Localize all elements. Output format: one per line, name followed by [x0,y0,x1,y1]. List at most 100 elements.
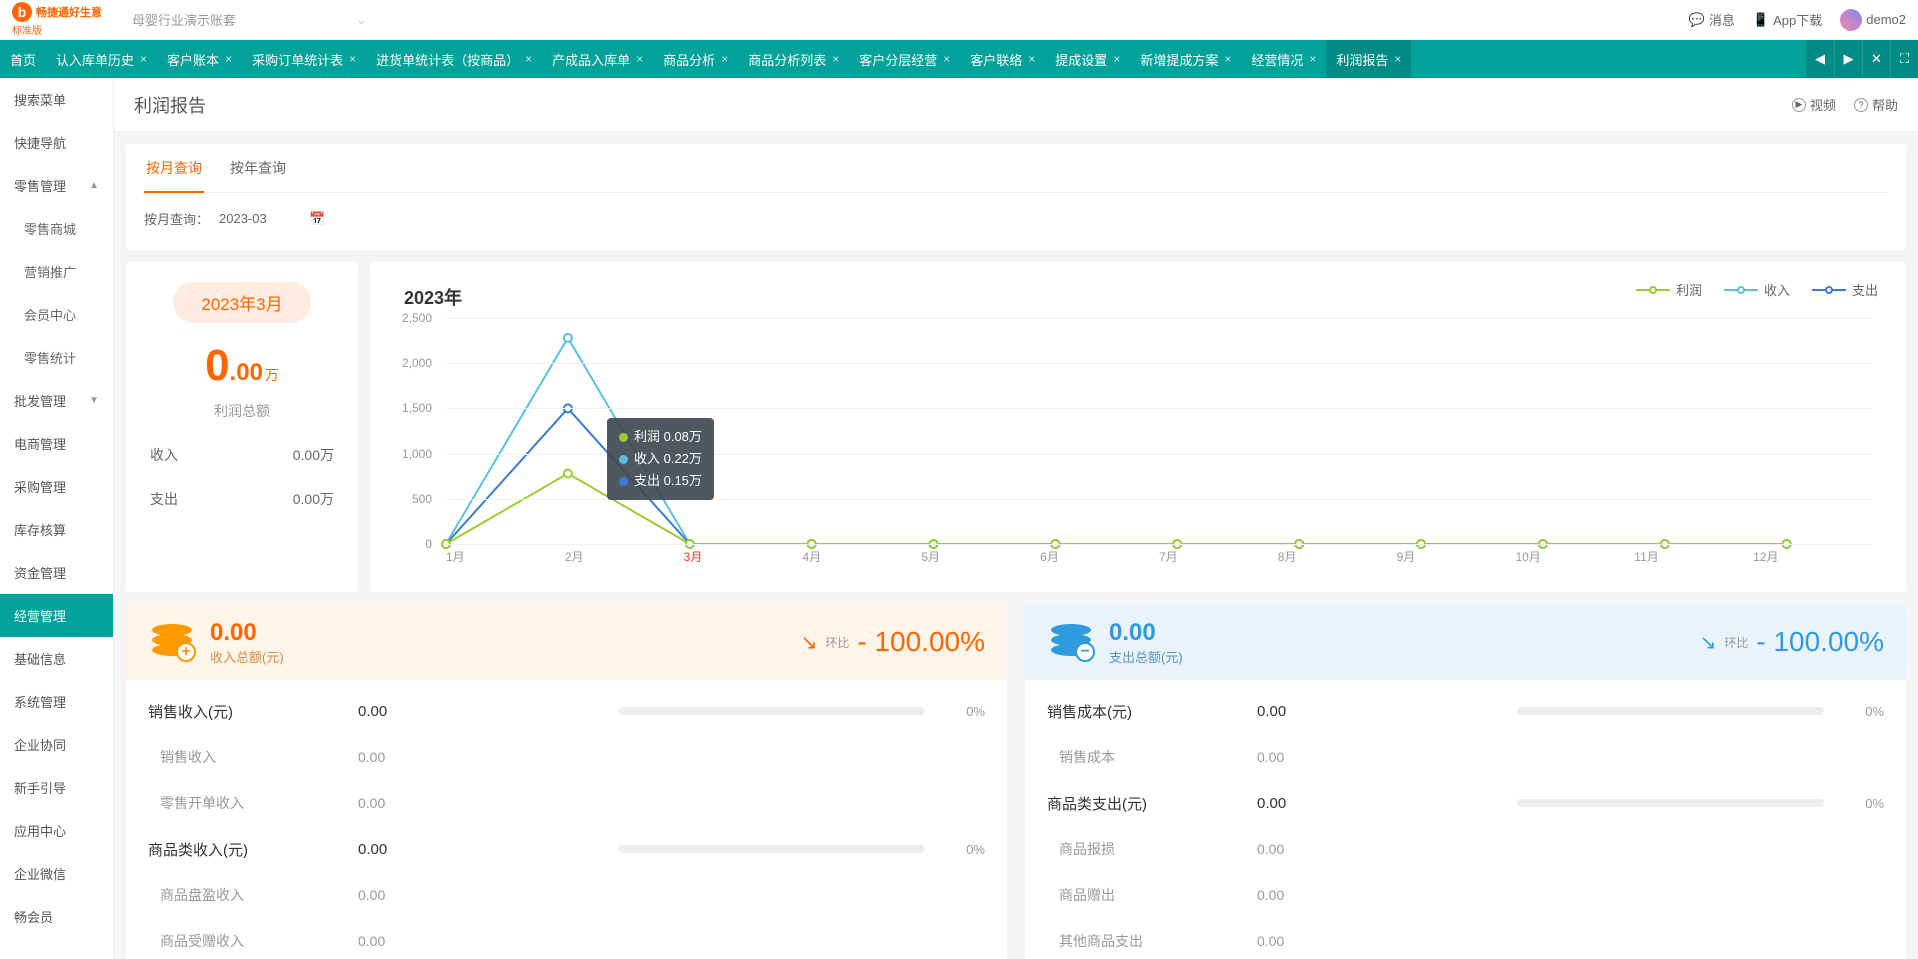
close-icon[interactable]: × [832,52,839,66]
tooltip-row: 支出 0.15万 [619,470,702,492]
sidebar-item[interactable]: 畅会员 [0,895,113,938]
sidebar-item[interactable]: 批发管理▼ [0,379,113,422]
close-icon[interactable]: × [721,52,728,66]
data-row: 商品报损 0.00 [1047,826,1884,872]
row-label: 销售收入(元) [148,701,358,722]
close-icon[interactable]: × [636,52,643,66]
sidebar-item[interactable]: 快捷导航 [0,121,113,164]
tab[interactable]: 客户分层经营× [849,40,960,78]
sidebar-item[interactable]: 电商管理 [0,422,113,465]
sidebar-item[interactable]: 企业微信 [0,852,113,895]
messages-label: 消息 [1709,10,1735,29]
sidebar-item[interactable]: 搜索菜单 [0,78,113,121]
data-point[interactable] [564,469,572,477]
profit-label: 利润总额 [144,401,340,421]
tab[interactable]: 商品分析列表× [738,40,849,78]
legend-item[interactable]: 支出 [1812,280,1878,299]
tab[interactable]: 产成品入库单× [542,40,653,78]
expense-pct: - 100.00% [1756,626,1884,658]
data-row: 商品受赠收入 0.00 [148,918,985,959]
fullscreen-button[interactable]: ⛶ [1890,40,1918,78]
tab[interactable]: 新增提成方案× [1130,40,1241,78]
sidebar-label: 企业微信 [14,864,66,883]
data-point[interactable] [564,334,572,342]
row-bar [618,845,925,853]
tab-bar: 首页认入库单历史×客户账本×采购订单统计表×进货单统计表（按商品）×产成品入库单… [0,40,1918,78]
sidebar-item[interactable]: 应用中心 [0,809,113,852]
sidebar-item[interactable]: 采购管理 [0,465,113,508]
close-icon[interactable]: × [943,52,950,66]
help-icon: ? [1854,98,1868,112]
tab[interactable]: 商品分析× [653,40,738,78]
tab-prev-button[interactable]: ◀ [1806,40,1834,78]
close-icon[interactable]: × [525,52,532,66]
month-input[interactable] [219,211,299,226]
tab[interactable]: 进货单统计表（按商品） × [366,40,542,78]
close-icon[interactable]: × [1309,52,1316,66]
close-icon[interactable]: × [1113,52,1120,66]
user-menu[interactable]: demo2 [1840,9,1906,31]
tab[interactable]: 首页 [0,40,46,78]
tab-next-button[interactable]: ▶ [1834,40,1862,78]
row-value: 0.00 [358,887,618,903]
expense-total-label: 支出总额(元) [1109,647,1183,666]
sidebar-label: 搜索菜单 [14,90,66,109]
expense-value: 0.00万 [293,489,334,509]
query-label: 按月查询： [144,209,209,228]
sidebar-subitem[interactable]: 零售商城 [0,207,113,250]
legend-item[interactable]: 收入 [1724,280,1790,299]
chevron-icon: ▲ [89,180,99,191]
tab[interactable]: 认入库单历史× [46,40,157,78]
sidebar-item[interactable]: 库存核算 [0,508,113,551]
tab[interactable]: 利润报告× [1326,40,1411,78]
sidebar-item[interactable]: 系统管理 [0,680,113,723]
sidebar-item[interactable]: 企业协同 [0,723,113,766]
top-header: b 畅捷通好生意 标准版 母婴行业演示账套 ⌄ 💬 消息 📱 App下载 dem… [0,0,1918,40]
sidebar-label: 电商管理 [14,434,66,453]
tab-close-button[interactable]: ✕ [1862,40,1890,78]
row-value: 0.00 [358,795,618,811]
sidebar-subitem[interactable]: 零售统计 [0,336,113,379]
sidebar-item[interactable]: 资金管理 [0,551,113,594]
account-selector[interactable]: 母婴行业演示账套 ⌄ [132,10,1689,29]
close-icon[interactable]: × [1394,52,1401,66]
tab[interactable]: 提成设置× [1045,40,1130,78]
sidebar-subitem[interactable]: 会员中心 [0,293,113,336]
close-icon[interactable]: × [1028,52,1035,66]
row-label: 商品类收入(元) [148,839,358,860]
logo-text: 畅捷通好生意 [36,4,102,20]
data-row: 商品类收入(元) 0.00 0% [148,826,985,872]
y-tick: 2,000 [402,356,432,370]
app-download-button[interactable]: 📱 App下载 [1753,10,1822,29]
close-icon[interactable]: × [1224,52,1231,66]
close-icon[interactable]: × [140,52,147,66]
sidebar-subitem[interactable]: 营销推广 [0,250,113,293]
video-button[interactable]: ▶ 视频 [1792,95,1836,114]
sidebar-item[interactable]: 基础信息 [0,637,113,680]
tab[interactable]: 客户联络× [960,40,1045,78]
tab-label: 首页 [10,50,36,69]
inner-tab[interactable]: 按年查询 [228,144,288,192]
income-total-label: 收入总额(元) [210,647,284,666]
legend-item[interactable]: 利润 [1636,280,1702,299]
tab-label: 进货单统计表（按商品） [376,50,519,69]
page-titlebar: 利润报告 ▶ 视频 ? 帮助 [114,78,1918,132]
messages-button[interactable]: 💬 消息 [1689,10,1735,29]
tab[interactable]: 客户账本× [157,40,242,78]
income-label: 收入 [150,445,178,465]
data-row: 销售收入 0.00 [148,734,985,780]
sidebar-item[interactable]: 经营管理 [0,594,113,637]
x-tick: 7月 [1159,548,1278,568]
x-tick: 3月 [684,548,803,568]
close-icon[interactable]: × [225,52,232,66]
row-label: 商品类支出(元) [1047,793,1257,814]
tab[interactable]: 采购订单统计表× [242,40,366,78]
calendar-icon[interactable]: 📅 [309,211,325,227]
gridline [446,408,1872,409]
tab[interactable]: 经营情况× [1241,40,1326,78]
sidebar-item[interactable]: 新手引导 [0,766,113,809]
inner-tab[interactable]: 按月查询 [144,144,204,192]
sidebar-item[interactable]: 零售管理▲ [0,164,113,207]
close-icon[interactable]: × [349,52,356,66]
help-button[interactable]: ? 帮助 [1854,95,1898,114]
